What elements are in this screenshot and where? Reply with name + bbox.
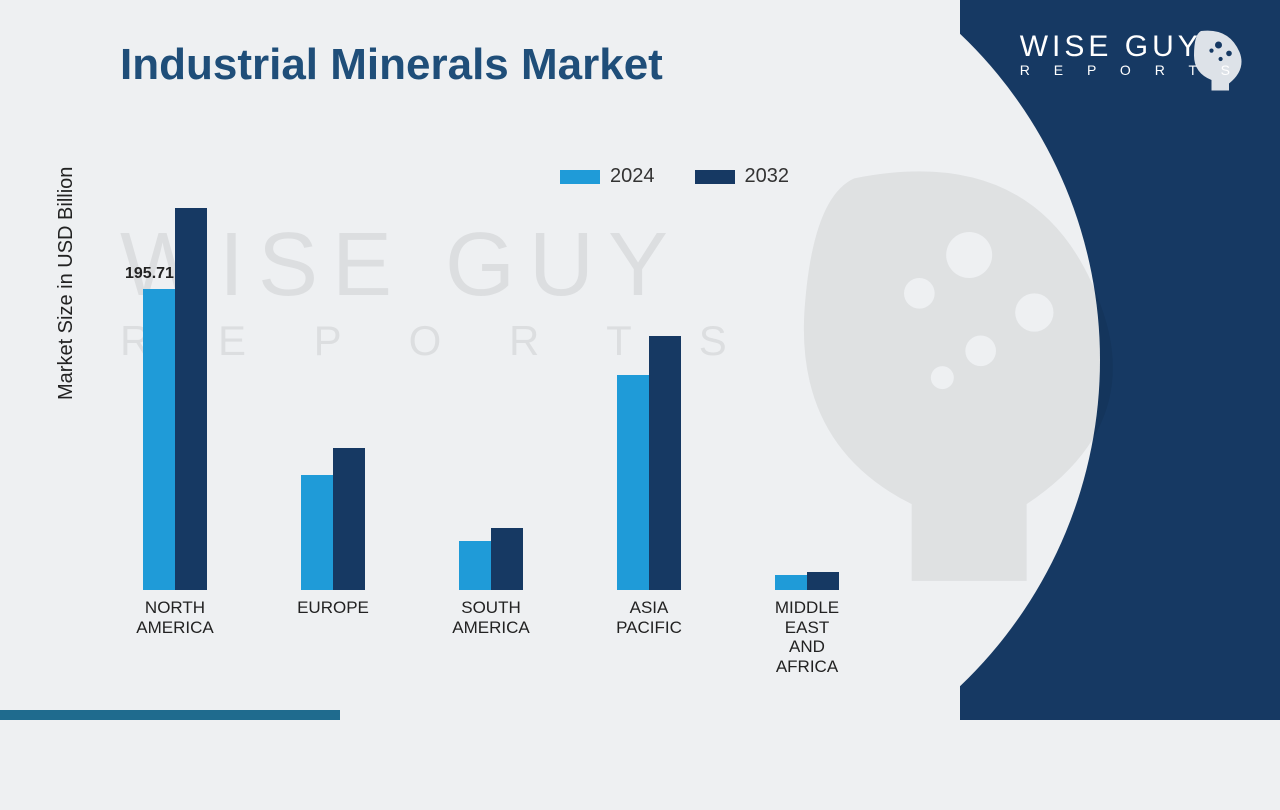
bar [807, 572, 839, 590]
bar [617, 375, 649, 590]
x-axis-label: EUROPE [263, 598, 403, 618]
y-axis-label: Market Size in USD Billion [55, 167, 78, 400]
bar [301, 475, 333, 590]
legend-swatch [695, 170, 735, 184]
legend-item: 2024 [560, 165, 655, 188]
bar [175, 208, 207, 590]
bar-group: EUROPE [283, 448, 383, 590]
bar [459, 541, 491, 590]
bar-value-label: 195.71 [125, 265, 174, 283]
plot-area: 195.71NORTHAMERICA EUROPE SOUTHAMERICA ASIA… [105, 190, 905, 590]
chart-title: Industrial Minerals Market [120, 40, 663, 90]
legend-swatch [560, 170, 600, 184]
footer-accent [0, 710, 340, 720]
bar [333, 448, 365, 590]
bar-group: ASIAPACIFIC [599, 336, 699, 590]
brand-logo: WISE GUY R E P O R T S [1020, 30, 1240, 78]
legend-label: 2032 [745, 165, 790, 188]
x-axis-label: NORTHAMERICA [105, 598, 245, 637]
brand-head-icon [1180, 24, 1250, 94]
bar [775, 575, 807, 590]
legend-label: 2024 [610, 165, 655, 188]
bar-group: MIDDLEEASTANDAFRICA [757, 572, 857, 590]
x-axis-label: ASIAPACIFIC [579, 598, 719, 637]
bar-group: SOUTHAMERICA [441, 528, 541, 590]
legend: 2024 2032 [560, 165, 789, 188]
bar [491, 528, 523, 590]
bar [649, 336, 681, 590]
x-axis-label: SOUTHAMERICA [421, 598, 561, 637]
x-axis-label: MIDDLEEASTANDAFRICA [737, 598, 877, 676]
bar-chart: 195.71NORTHAMERICA EUROPE SOUTHAMERICA ASIA… [105, 190, 905, 590]
bar [143, 289, 175, 590]
bar-group: 195.71NORTHAMERICA [125, 208, 225, 590]
legend-item: 2032 [695, 165, 790, 188]
